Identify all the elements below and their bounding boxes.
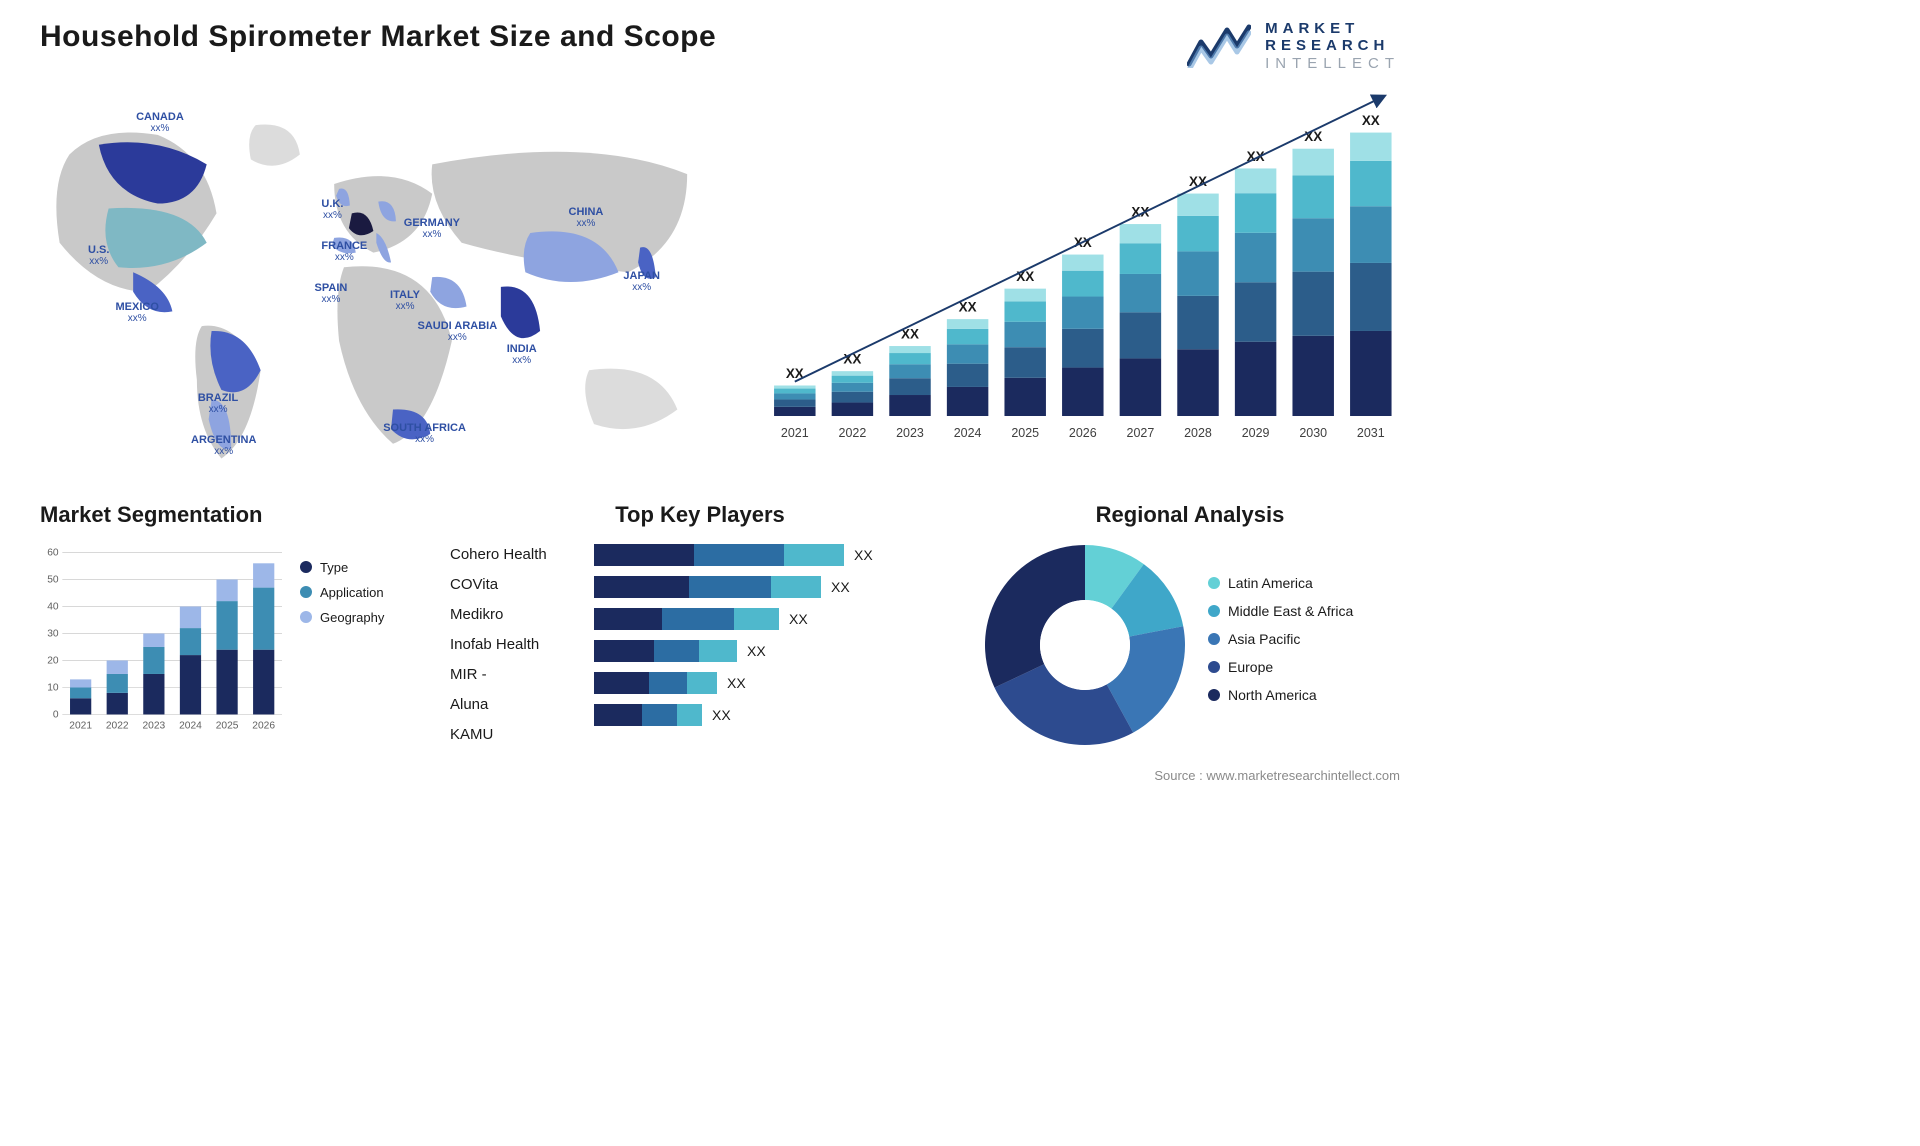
map-label: CHINAxx% xyxy=(569,206,604,229)
svg-text:2026: 2026 xyxy=(252,720,275,731)
map-label: U.K.xx% xyxy=(321,198,343,221)
logo-mark-icon xyxy=(1187,24,1251,68)
svg-text:40: 40 xyxy=(47,601,59,612)
players-title: Top Key Players xyxy=(450,502,950,528)
map-label: U.S.xx% xyxy=(88,244,109,267)
growth-chart: XX2021XX2022XX2023XX2024XX2025XX2026XX20… xyxy=(766,92,1400,452)
regional-donut xyxy=(980,540,1190,750)
svg-text:20: 20 xyxy=(47,655,59,666)
map-label: MEXICOxx% xyxy=(116,301,159,324)
legend-item: North America xyxy=(1208,687,1353,703)
legend-item: Geography xyxy=(300,610,420,625)
map-label: GERMANYxx% xyxy=(404,217,460,240)
player-name: Inofab Health xyxy=(450,630,580,660)
players-panel: Top Key Players Cohero HealthCOVitaMedik… xyxy=(450,502,950,750)
svg-text:2022: 2022 xyxy=(839,426,867,440)
player-bar-row: XX xyxy=(594,540,950,570)
svg-text:2030: 2030 xyxy=(1300,426,1328,440)
regional-legend: Latin America Middle East & Africa Asia Pa… xyxy=(1208,575,1353,715)
svg-text:2026: 2026 xyxy=(1069,426,1097,440)
players-bars: XXXXXXXXXXXX xyxy=(594,540,950,750)
player-name: MIR - xyxy=(450,660,580,690)
svg-text:2027: 2027 xyxy=(1127,426,1155,440)
segmentation-chart: 0 10 20 30 40 50 60 2021 2022 2023 2024 2025 2026 xyxy=(40,540,282,740)
logo-text: MARKET RESEARCH INTELLECT xyxy=(1265,20,1400,72)
svg-text:XX: XX xyxy=(1362,113,1380,128)
regional-title: Regional Analysis xyxy=(980,502,1400,528)
map-label: ARGENTINAxx% xyxy=(191,434,256,457)
legend-item: Asia Pacific xyxy=(1208,631,1353,647)
player-bar-row: XX xyxy=(594,700,950,730)
player-name: Medikro xyxy=(450,600,580,630)
svg-text:XX: XX xyxy=(1017,269,1035,284)
svg-text:2021: 2021 xyxy=(69,720,92,731)
player-bar-row: XX xyxy=(594,604,950,634)
player-bar-row: XX xyxy=(594,636,950,666)
legend-item: Europe xyxy=(1208,659,1353,675)
svg-text:2025: 2025 xyxy=(1012,426,1040,440)
svg-text:2023: 2023 xyxy=(142,720,165,731)
svg-text:2022: 2022 xyxy=(106,720,129,731)
svg-text:60: 60 xyxy=(47,547,59,558)
player-name: COVita xyxy=(450,570,580,600)
player-bar-row: XX xyxy=(594,668,950,698)
map-label: SOUTH AFRICAxx% xyxy=(383,422,466,445)
player-name: KAMU xyxy=(450,720,580,750)
world-map: CANADAxx% U.S.xx% MEXICOxx% BRAZILxx% ARGENT… xyxy=(40,92,726,472)
regional-panel: Regional Analysis Latin America Middle Ea… xyxy=(980,502,1400,750)
segmentation-legend: Type Application Geography xyxy=(300,540,420,740)
player-name: Aluna xyxy=(450,690,580,720)
svg-text:2031: 2031 xyxy=(1357,426,1385,440)
map-label: SAUDI ARABIAxx% xyxy=(418,320,498,343)
map-label: ITALYxx% xyxy=(390,289,420,312)
source-line: Source : www.marketresearchintellect.com xyxy=(40,768,1400,783)
svg-text:2024: 2024 xyxy=(179,720,202,731)
svg-text:10: 10 xyxy=(47,682,59,693)
player-name: Cohero Health xyxy=(450,540,580,570)
legend-item: Application xyxy=(300,585,420,600)
legend-item: Latin America xyxy=(1208,575,1353,591)
svg-text:30: 30 xyxy=(47,628,59,639)
segmentation-panel: Market Segmentation 0 10 20 30 40 50 60 2021 202… xyxy=(40,502,420,750)
map-label: JAPANxx% xyxy=(623,270,659,293)
brand-logo: MARKET RESEARCH INTELLECT xyxy=(1187,20,1400,72)
legend-item: Type xyxy=(300,560,420,575)
map-label: CANADAxx% xyxy=(136,111,184,134)
page-title: Household Spirometer Market Size and Sco… xyxy=(40,20,716,54)
map-label: SPAINxx% xyxy=(315,282,348,305)
map-label: FRANCExx% xyxy=(321,240,367,263)
legend-item: Middle East & Africa xyxy=(1208,603,1353,619)
segmentation-title: Market Segmentation xyxy=(40,502,420,528)
player-bar-row: XX xyxy=(594,572,950,602)
svg-text:2029: 2029 xyxy=(1242,426,1270,440)
svg-text:2021: 2021 xyxy=(781,426,809,440)
svg-text:0: 0 xyxy=(53,709,59,720)
players-names-list: Cohero HealthCOVitaMedikroInofab HealthM… xyxy=(450,540,580,750)
svg-text:2025: 2025 xyxy=(216,720,239,731)
svg-text:50: 50 xyxy=(47,574,59,585)
svg-text:2024: 2024 xyxy=(954,426,982,440)
svg-text:2023: 2023 xyxy=(897,426,925,440)
svg-text:2028: 2028 xyxy=(1185,426,1213,440)
map-label: BRAZILxx% xyxy=(198,392,238,415)
map-label: INDIAxx% xyxy=(507,343,537,366)
